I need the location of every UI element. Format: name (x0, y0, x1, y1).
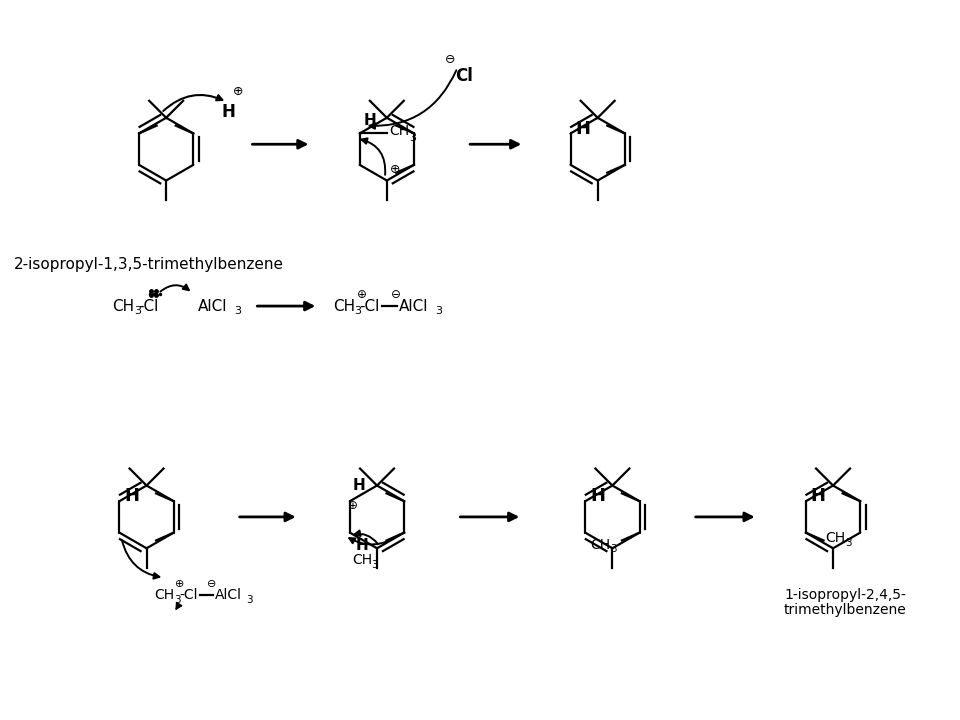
Text: ⊕: ⊕ (356, 288, 367, 301)
Text: H: H (811, 487, 826, 505)
Text: -Cl: -Cl (138, 299, 159, 314)
Text: H: H (364, 112, 376, 127)
Text: ⊖: ⊖ (206, 579, 216, 589)
Text: H: H (124, 487, 139, 505)
Text: ⊕: ⊕ (233, 85, 244, 98)
Text: -Cl: -Cl (359, 299, 380, 314)
Text: 3: 3 (845, 539, 852, 549)
Text: 1-isopropyl-2,4,5-: 1-isopropyl-2,4,5- (784, 588, 906, 603)
Text: H: H (575, 120, 590, 138)
Text: H: H (352, 478, 366, 493)
Text: 2-isopropyl-1,3,5-trimethylbenzene: 2-isopropyl-1,3,5-trimethylbenzene (14, 257, 284, 272)
Text: ⊕: ⊕ (176, 579, 184, 589)
Text: ⊖: ⊖ (445, 53, 456, 66)
Text: CH: CH (590, 538, 611, 552)
Text: AlCl: AlCl (398, 299, 428, 314)
Text: AlCl: AlCl (198, 299, 228, 314)
Text: CH: CH (826, 531, 846, 544)
Text: ⊕: ⊕ (348, 499, 358, 512)
Text: H: H (590, 487, 605, 505)
Text: 3: 3 (372, 560, 378, 570)
Text: 3: 3 (174, 595, 180, 606)
Text: CH: CH (155, 588, 175, 603)
Text: 3: 3 (234, 306, 241, 316)
Text: 3: 3 (409, 133, 416, 143)
Text: CH: CH (389, 125, 409, 138)
Text: H: H (221, 103, 235, 121)
Text: AlCl: AlCl (215, 588, 242, 603)
Text: CH: CH (333, 299, 355, 314)
Text: ⊕: ⊕ (390, 163, 400, 176)
Text: Cl: Cl (455, 66, 473, 84)
Text: trimethylbenzene: trimethylbenzene (784, 603, 907, 617)
Text: 3: 3 (435, 306, 442, 316)
Text: H: H (356, 538, 369, 552)
Text: 3: 3 (247, 595, 253, 606)
Text: CH: CH (351, 553, 372, 567)
Text: 3: 3 (354, 306, 362, 316)
Text: 3: 3 (133, 306, 141, 316)
Text: ⊖: ⊖ (391, 288, 400, 301)
Text: 3: 3 (610, 544, 616, 554)
Text: CH: CH (112, 299, 134, 314)
Text: -Cl: -Cl (179, 588, 198, 603)
